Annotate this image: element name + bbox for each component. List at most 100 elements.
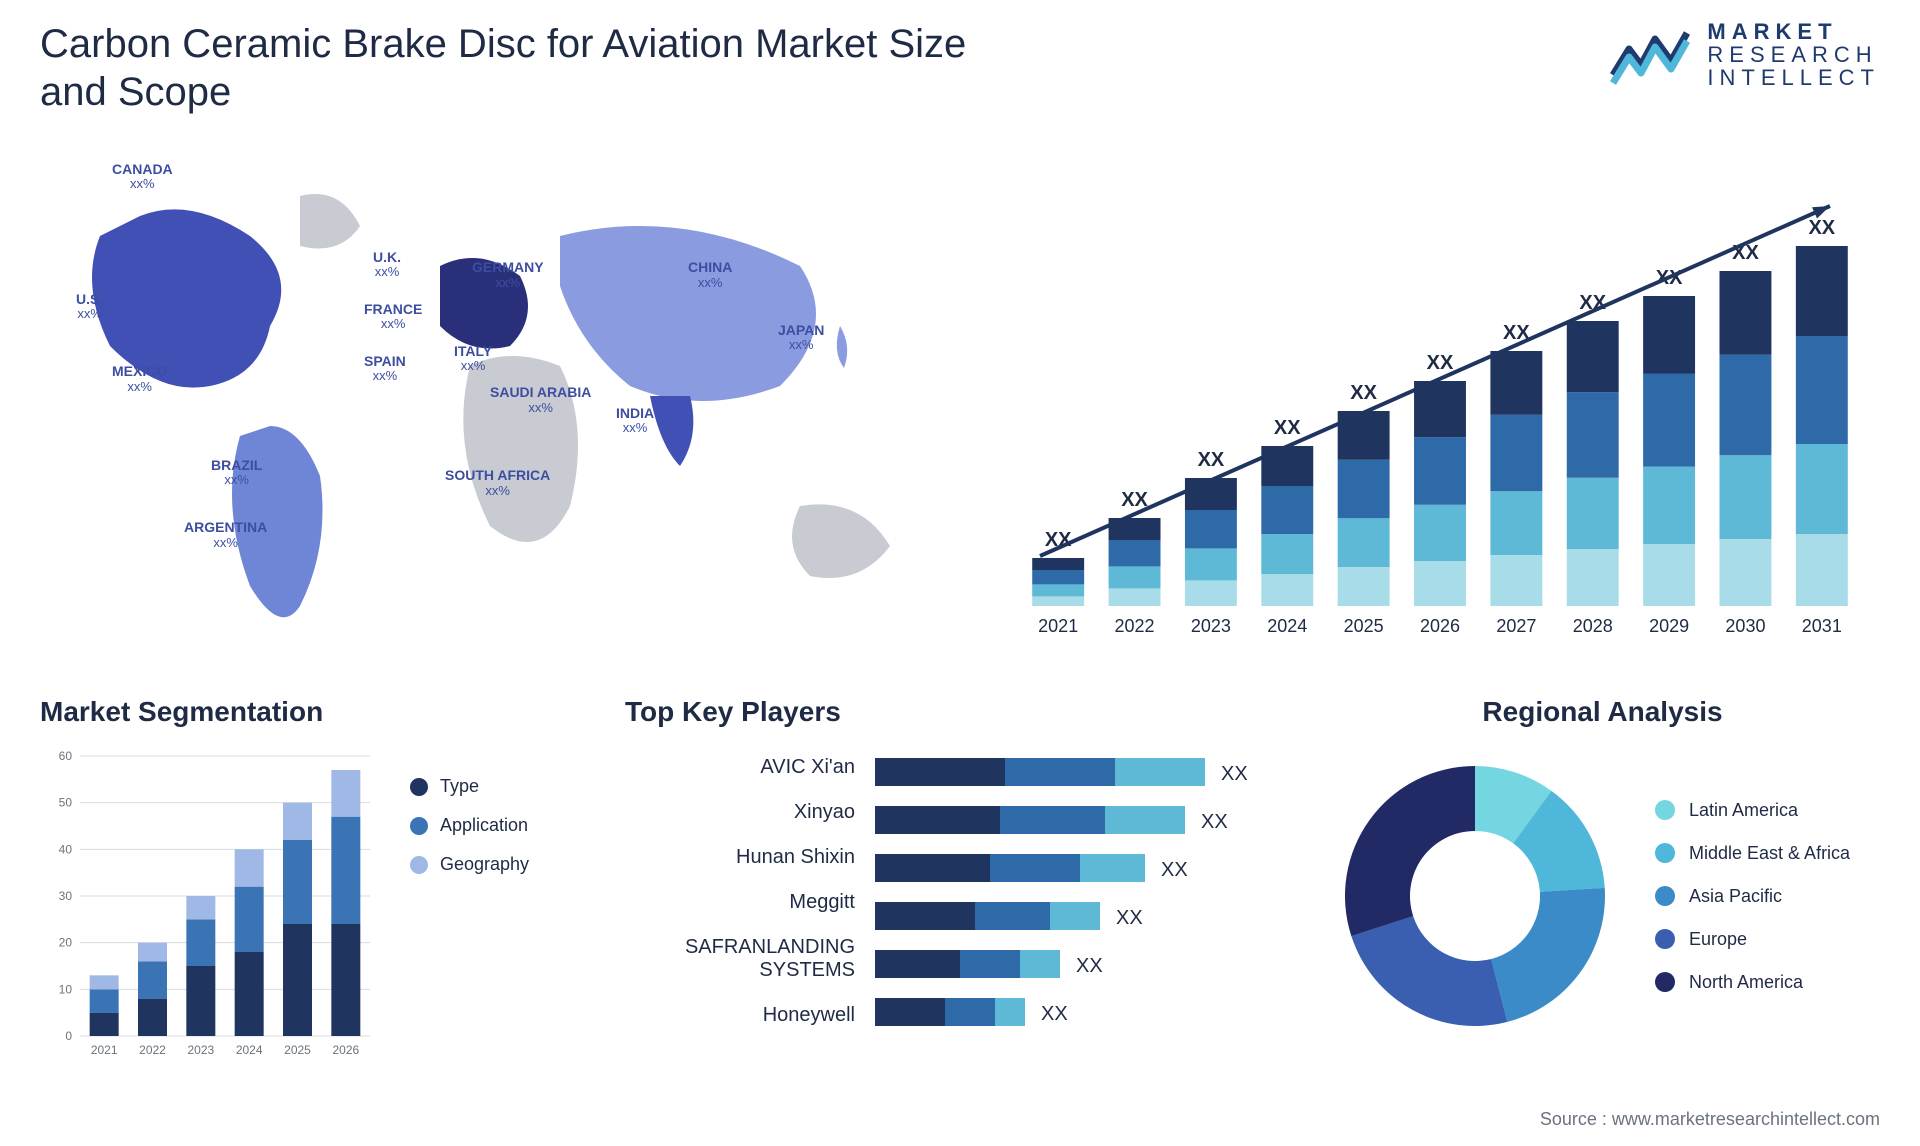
regional-donut [1325, 746, 1625, 1046]
svg-text:XX: XX [1201, 811, 1228, 833]
svg-text:60: 60 [59, 749, 73, 763]
region-legend-item: Middle East & Africa [1655, 843, 1850, 864]
svg-text:2025: 2025 [1344, 616, 1384, 636]
svg-text:2028: 2028 [1573, 616, 1613, 636]
svg-text:XX: XX [1274, 417, 1301, 439]
svg-text:XX: XX [1427, 352, 1454, 374]
svg-text:XX: XX [1808, 217, 1835, 239]
region-label: Asia Pacific [1689, 886, 1782, 907]
player-name: Hunan Shixin [625, 846, 855, 869]
svg-text:2021: 2021 [91, 1043, 118, 1057]
legend-dot [1655, 800, 1675, 820]
legend-item: Application [410, 815, 529, 836]
regional-legend: Latin America Middle East & Africa Asia Pa… [1655, 800, 1850, 993]
svg-text:2026: 2026 [332, 1043, 359, 1057]
legend-dot [1655, 929, 1675, 949]
brand-logo: MARKET RESEARCH INTELLECT [1607, 20, 1880, 89]
region-label: Europe [1689, 929, 1747, 950]
svg-text:20: 20 [59, 936, 73, 950]
logo-line-1: MARKET [1707, 20, 1880, 43]
svg-text:2021: 2021 [1038, 616, 1078, 636]
svg-text:XX: XX [1198, 449, 1225, 471]
player-name: Meggitt [625, 891, 855, 914]
svg-text:10: 10 [59, 982, 73, 996]
map-label: ITALYxx% [454, 344, 492, 374]
map-label: INDIAxx% [616, 406, 654, 436]
svg-text:XX: XX [1116, 907, 1143, 929]
legend-dot [410, 817, 428, 835]
legend-dot [410, 856, 428, 874]
player-name: SAFRANLANDING SYSTEMS [625, 936, 855, 982]
segmentation-title: Market Segmentation [40, 696, 595, 728]
map-label: SOUTH AFRICAxx% [445, 468, 550, 498]
svg-text:2022: 2022 [139, 1043, 166, 1057]
svg-text:2024: 2024 [1267, 616, 1307, 636]
svg-text:2025: 2025 [284, 1043, 311, 1057]
region-legend-item: Latin America [1655, 800, 1850, 821]
svg-text:2024: 2024 [236, 1043, 263, 1057]
segmentation-chart: 0 10 20 30 40 50 60 2021 2022 2023 2024 2025 2026 [40, 746, 380, 1066]
player-name: AVIC Xi'an [625, 756, 855, 779]
map-label: SPAINxx% [364, 354, 406, 384]
region-legend-item: North America [1655, 972, 1850, 993]
map-label: CHINAxx% [688, 260, 732, 290]
legend-item: Geography [410, 854, 529, 875]
map-label: U.K.xx% [373, 250, 401, 280]
legend-label: Application [440, 815, 528, 836]
player-name: Xinyao [625, 801, 855, 824]
svg-text:0: 0 [65, 1029, 72, 1043]
segmentation-panel: Market Segmentation 0 10 20 30 40 50 60 2021 202… [40, 696, 595, 1096]
svg-text:2023: 2023 [1191, 616, 1231, 636]
svg-text:XX: XX [1221, 763, 1248, 785]
region-label: Latin America [1689, 800, 1798, 821]
svg-text:2027: 2027 [1496, 616, 1536, 636]
map-label: CANADAxx% [112, 162, 173, 192]
svg-text:40: 40 [59, 842, 73, 856]
region-label: North America [1689, 972, 1803, 993]
svg-text:2026: 2026 [1420, 616, 1460, 636]
legend-item: Type [410, 776, 529, 797]
segmentation-legend: Type Application Geography [410, 776, 529, 875]
world-map-panel: CANADAxx%U.S.xx%MEXICOxx%BRAZILxx%ARGENT… [40, 146, 940, 666]
svg-text:XX: XX [1161, 859, 1188, 881]
players-panel: Top Key Players AVIC Xi'an Xinyao Hunan Sh… [625, 696, 1295, 1096]
legend-label: Type [440, 776, 479, 797]
logo-text: MARKET RESEARCH INTELLECT [1707, 20, 1880, 89]
svg-text:2030: 2030 [1725, 616, 1765, 636]
map-label: SAUDI ARABIAxx% [490, 385, 591, 415]
svg-text:2022: 2022 [1115, 616, 1155, 636]
svg-text:50: 50 [59, 796, 73, 810]
map-label: U.S.xx% [76, 292, 103, 322]
player-name: Honeywell [625, 1004, 855, 1027]
logo-icon [1607, 25, 1693, 85]
header: Carbon Ceramic Brake Disc for Aviation M… [40, 20, 1880, 116]
map-label: BRAZILxx% [211, 458, 262, 488]
svg-text:XX: XX [1076, 955, 1103, 977]
map-label: GERMANYxx% [472, 260, 544, 290]
source-line: Source : www.marketresearchintellect.com [1540, 1109, 1880, 1130]
regional-title: Regional Analysis [1325, 696, 1880, 728]
logo-line-2: RESEARCH [1707, 43, 1880, 66]
region-legend-item: Asia Pacific [1655, 886, 1850, 907]
players-title: Top Key Players [625, 696, 1295, 728]
legend-label: Geography [440, 854, 529, 875]
svg-text:XX: XX [1350, 382, 1377, 404]
players-chart: XX XX XX XX XX XX [875, 746, 1295, 1066]
map-label: FRANCExx% [364, 302, 422, 332]
region-label: Middle East & Africa [1689, 843, 1850, 864]
svg-text:2031: 2031 [1802, 616, 1842, 636]
bottom-row: Market Segmentation 0 10 20 30 40 50 60 2021 202… [40, 696, 1880, 1096]
svg-text:2029: 2029 [1649, 616, 1689, 636]
growth-chart: XX2021XX2022XX2023XX2024XX2025XX2026XX20… [980, 146, 1880, 666]
legend-dot [1655, 972, 1675, 992]
svg-text:30: 30 [59, 889, 73, 903]
legend-dot [1655, 843, 1675, 863]
map-label: ARGENTINAxx% [184, 520, 267, 550]
legend-dot [1655, 886, 1675, 906]
region-legend-item: Europe [1655, 929, 1850, 950]
svg-text:2023: 2023 [187, 1043, 214, 1057]
legend-dot [410, 778, 428, 796]
growth-chart-panel: XX2021XX2022XX2023XX2024XX2025XX2026XX20… [980, 146, 1880, 666]
logo-line-3: INTELLECT [1707, 66, 1880, 89]
svg-text:XX: XX [1041, 1003, 1068, 1025]
